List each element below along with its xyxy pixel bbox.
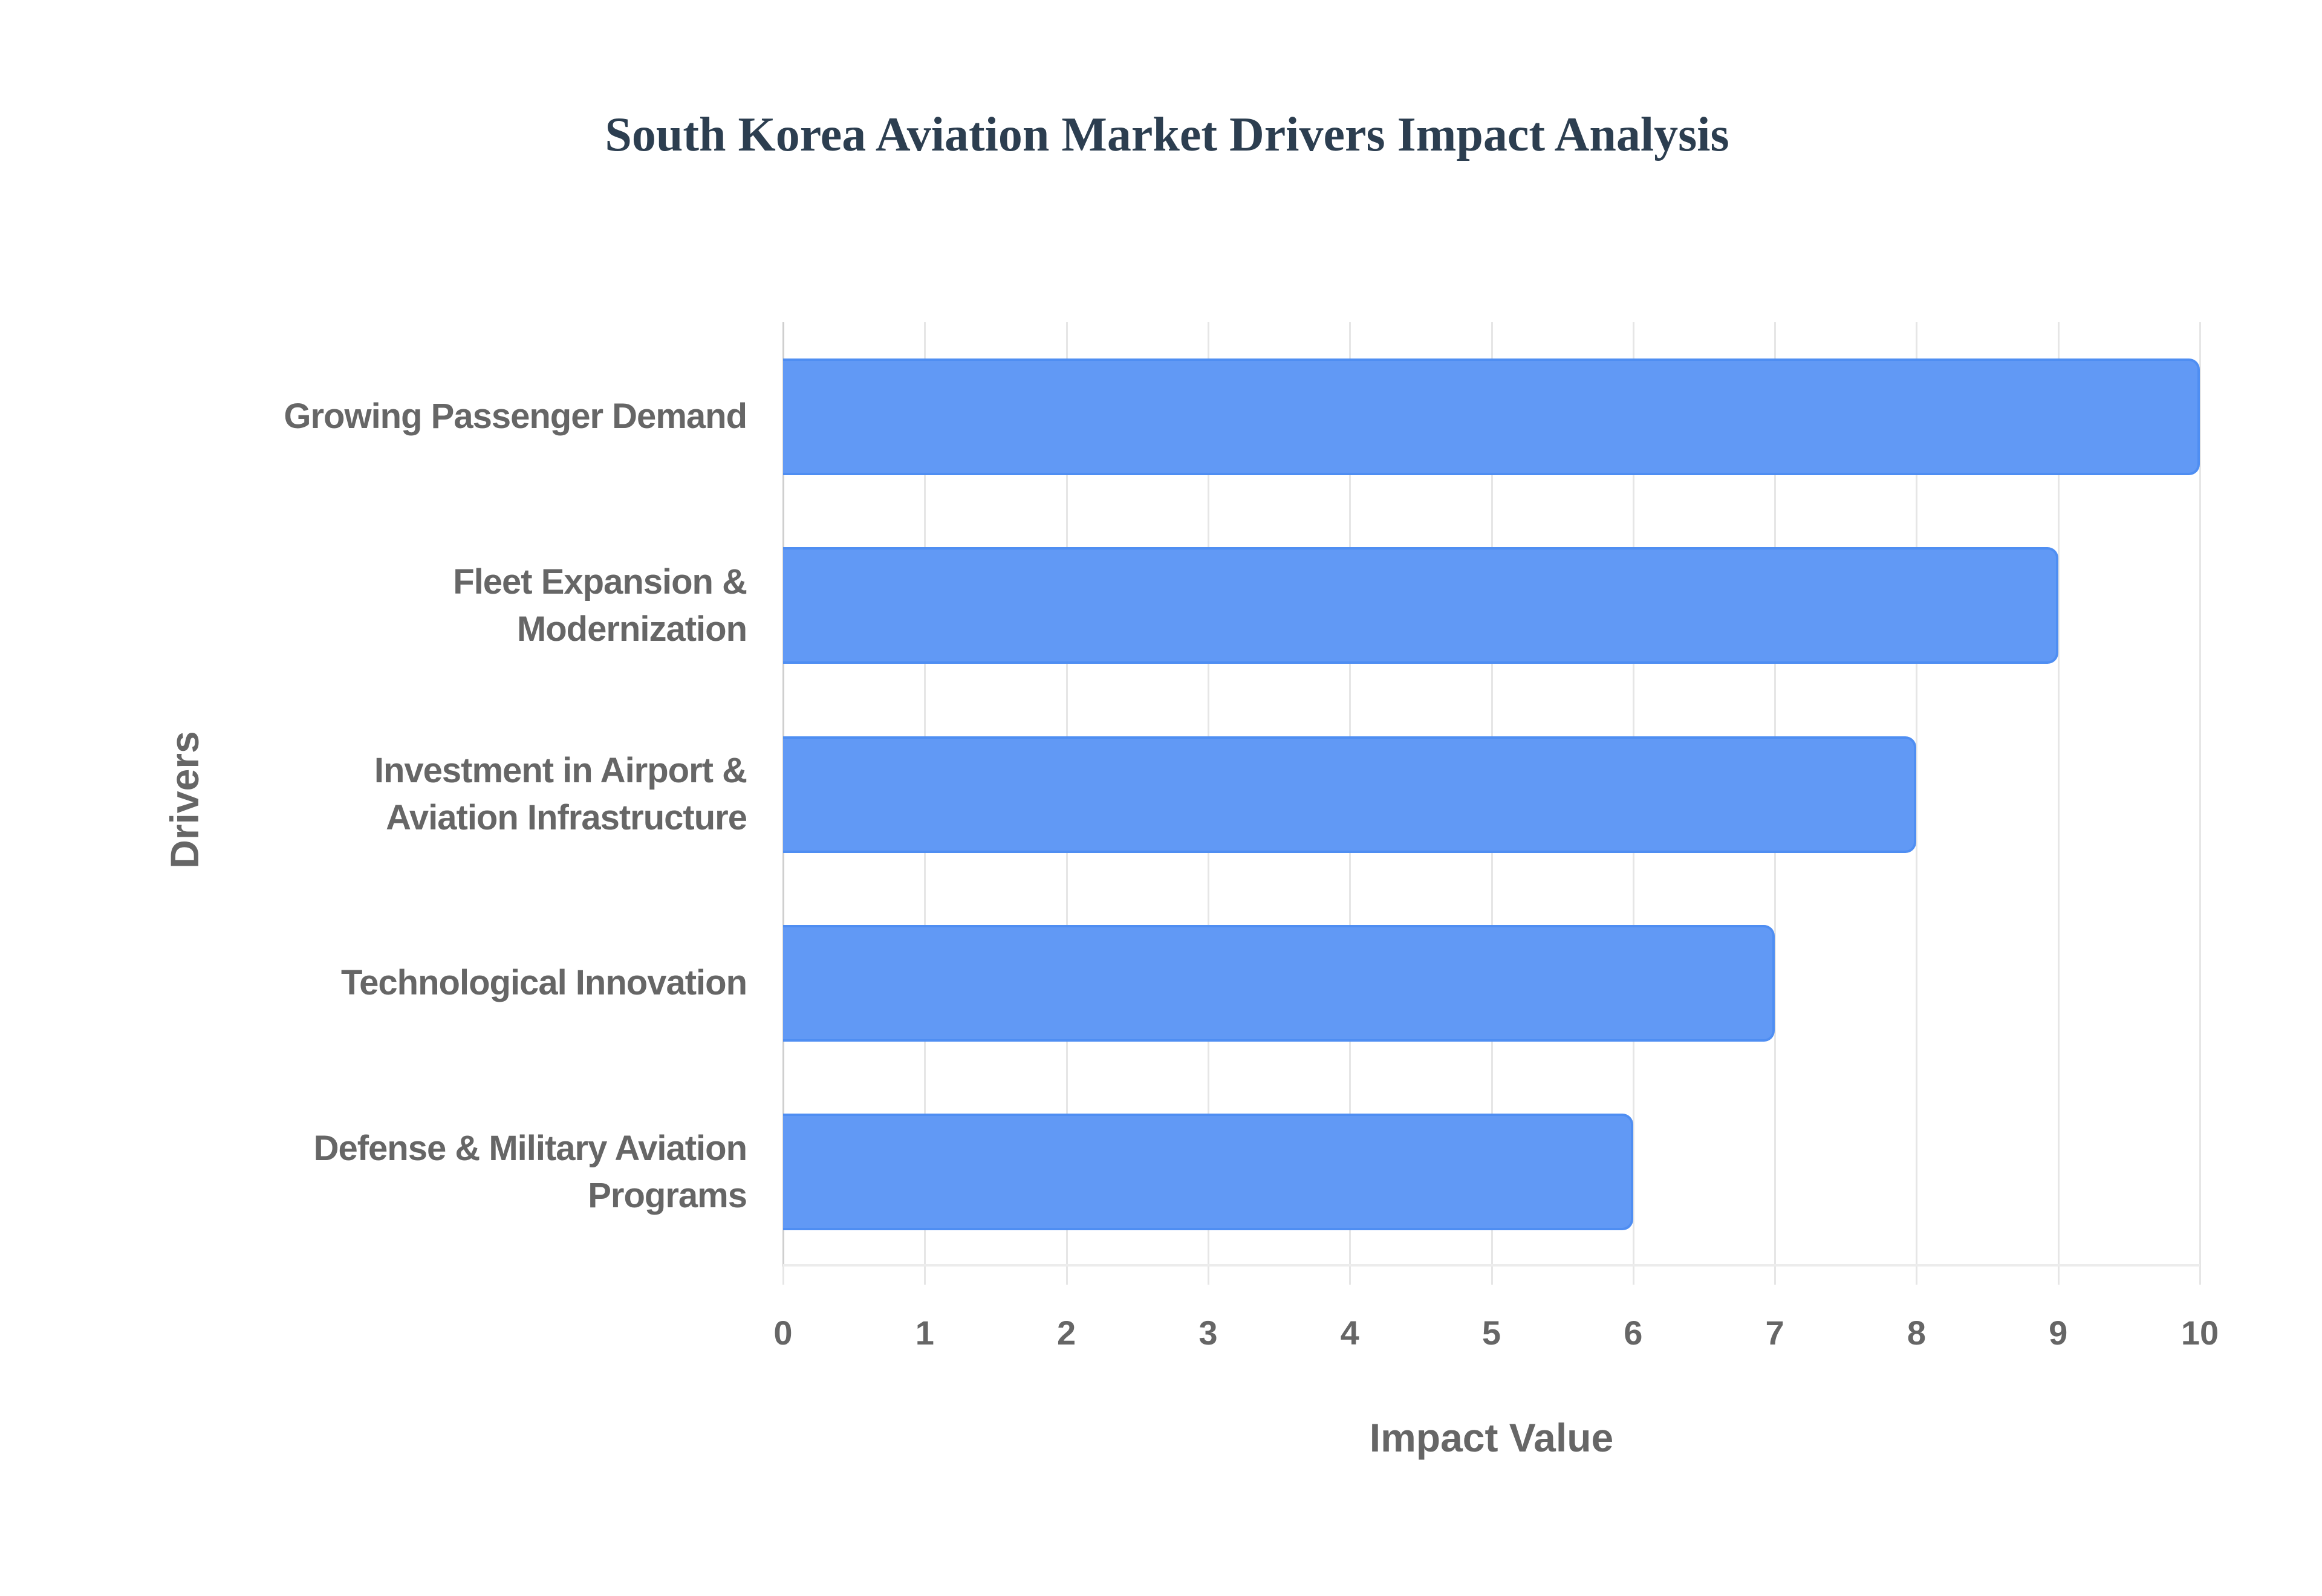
tick-mark xyxy=(1491,1267,1493,1285)
x-tick-label: 3 xyxy=(1198,1314,1218,1352)
tick-mark xyxy=(1916,1267,1918,1285)
x-tick-label: 6 xyxy=(1624,1314,1643,1352)
bar[interactable] xyxy=(783,358,2200,475)
x-tick-label: 5 xyxy=(1481,1314,1501,1352)
x-axis-line xyxy=(783,1264,2200,1267)
y-tick-label: Technological Innovation xyxy=(341,963,747,1003)
tick-mark xyxy=(2057,1267,2060,1285)
x-tick-label: 9 xyxy=(2049,1314,2068,1352)
bar[interactable] xyxy=(783,924,1775,1042)
y-tick-label: Defense & Military Aviation Programs xyxy=(313,1128,747,1215)
chart-title: South Korea Aviation Market Drivers Impa… xyxy=(605,108,1729,161)
x-tick-label: 4 xyxy=(1340,1314,1359,1352)
tick-mark xyxy=(924,1267,926,1285)
tick-mark xyxy=(2199,1267,2201,1285)
bar[interactable] xyxy=(783,547,2058,664)
tick-mark xyxy=(1207,1267,1209,1285)
x-axis-title: Impact Value xyxy=(1369,1415,1614,1460)
tick-mark xyxy=(1632,1267,1634,1285)
tick-mark xyxy=(782,1267,784,1285)
x-tick-label: 10 xyxy=(2181,1314,2219,1352)
x-tick-label: 1 xyxy=(915,1314,934,1352)
y-tick-label: Growing Passenger Demand xyxy=(284,397,747,436)
gridline xyxy=(2057,322,2060,1267)
tick-mark xyxy=(1349,1267,1351,1285)
tick-mark xyxy=(1065,1267,1068,1285)
x-tick-label: 8 xyxy=(1907,1314,1926,1352)
y-tick-label: Fleet Expansion & Modernization xyxy=(453,562,747,649)
x-tick-label: 0 xyxy=(773,1314,793,1352)
tick-mark xyxy=(1774,1267,1777,1285)
bar[interactable] xyxy=(783,736,1917,853)
x-tick-label: 7 xyxy=(1765,1314,1784,1352)
gridline xyxy=(1916,322,1918,1267)
x-tick-label: 2 xyxy=(1057,1314,1076,1352)
plot-area xyxy=(782,322,2201,1285)
gridline xyxy=(2199,322,2201,1267)
y-tick-label: Investment in Airport & Aviation Infrastr… xyxy=(374,751,747,837)
bar[interactable] xyxy=(783,1114,1633,1231)
y-axis-title: Drivers xyxy=(162,731,207,869)
